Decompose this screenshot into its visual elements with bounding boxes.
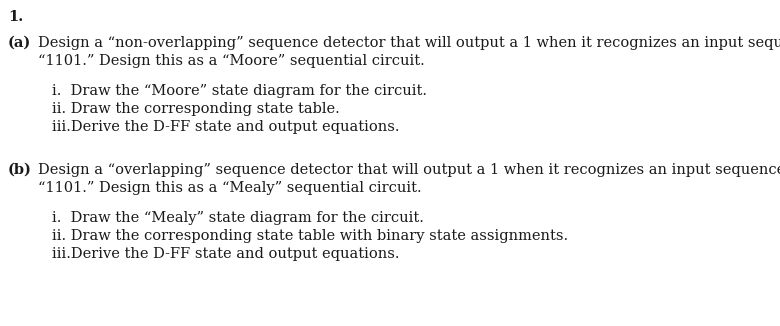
Text: i.  Draw the “Moore” state diagram for the circuit.: i. Draw the “Moore” state diagram for th… bbox=[52, 84, 427, 98]
Text: ii. Draw the corresponding state table.: ii. Draw the corresponding state table. bbox=[52, 102, 340, 116]
Text: (a): (a) bbox=[8, 36, 31, 50]
Text: Design a “overlapping” sequence detector that will output a 1 when it recognizes: Design a “overlapping” sequence detector… bbox=[38, 163, 780, 177]
Text: 1.: 1. bbox=[8, 10, 23, 24]
Text: iii.Derive the D-FF state and output equations.: iii.Derive the D-FF state and output equ… bbox=[52, 247, 399, 261]
Text: ii. Draw the corresponding state table with binary state assignments.: ii. Draw the corresponding state table w… bbox=[52, 229, 568, 243]
Text: “1101.” Design this as a “Moore” sequential circuit.: “1101.” Design this as a “Moore” sequent… bbox=[38, 54, 425, 68]
Text: (b): (b) bbox=[8, 163, 32, 177]
Text: i.  Draw the “Mealy” state diagram for the circuit.: i. Draw the “Mealy” state diagram for th… bbox=[52, 211, 424, 225]
Text: “1101.” Design this as a “Mealy” sequential circuit.: “1101.” Design this as a “Mealy” sequent… bbox=[38, 181, 422, 195]
Text: Design a “non-overlapping” sequence detector that will output a 1 when it recogn: Design a “non-overlapping” sequence dete… bbox=[38, 36, 780, 50]
Text: iii.Derive the D-FF state and output equations.: iii.Derive the D-FF state and output equ… bbox=[52, 120, 399, 134]
